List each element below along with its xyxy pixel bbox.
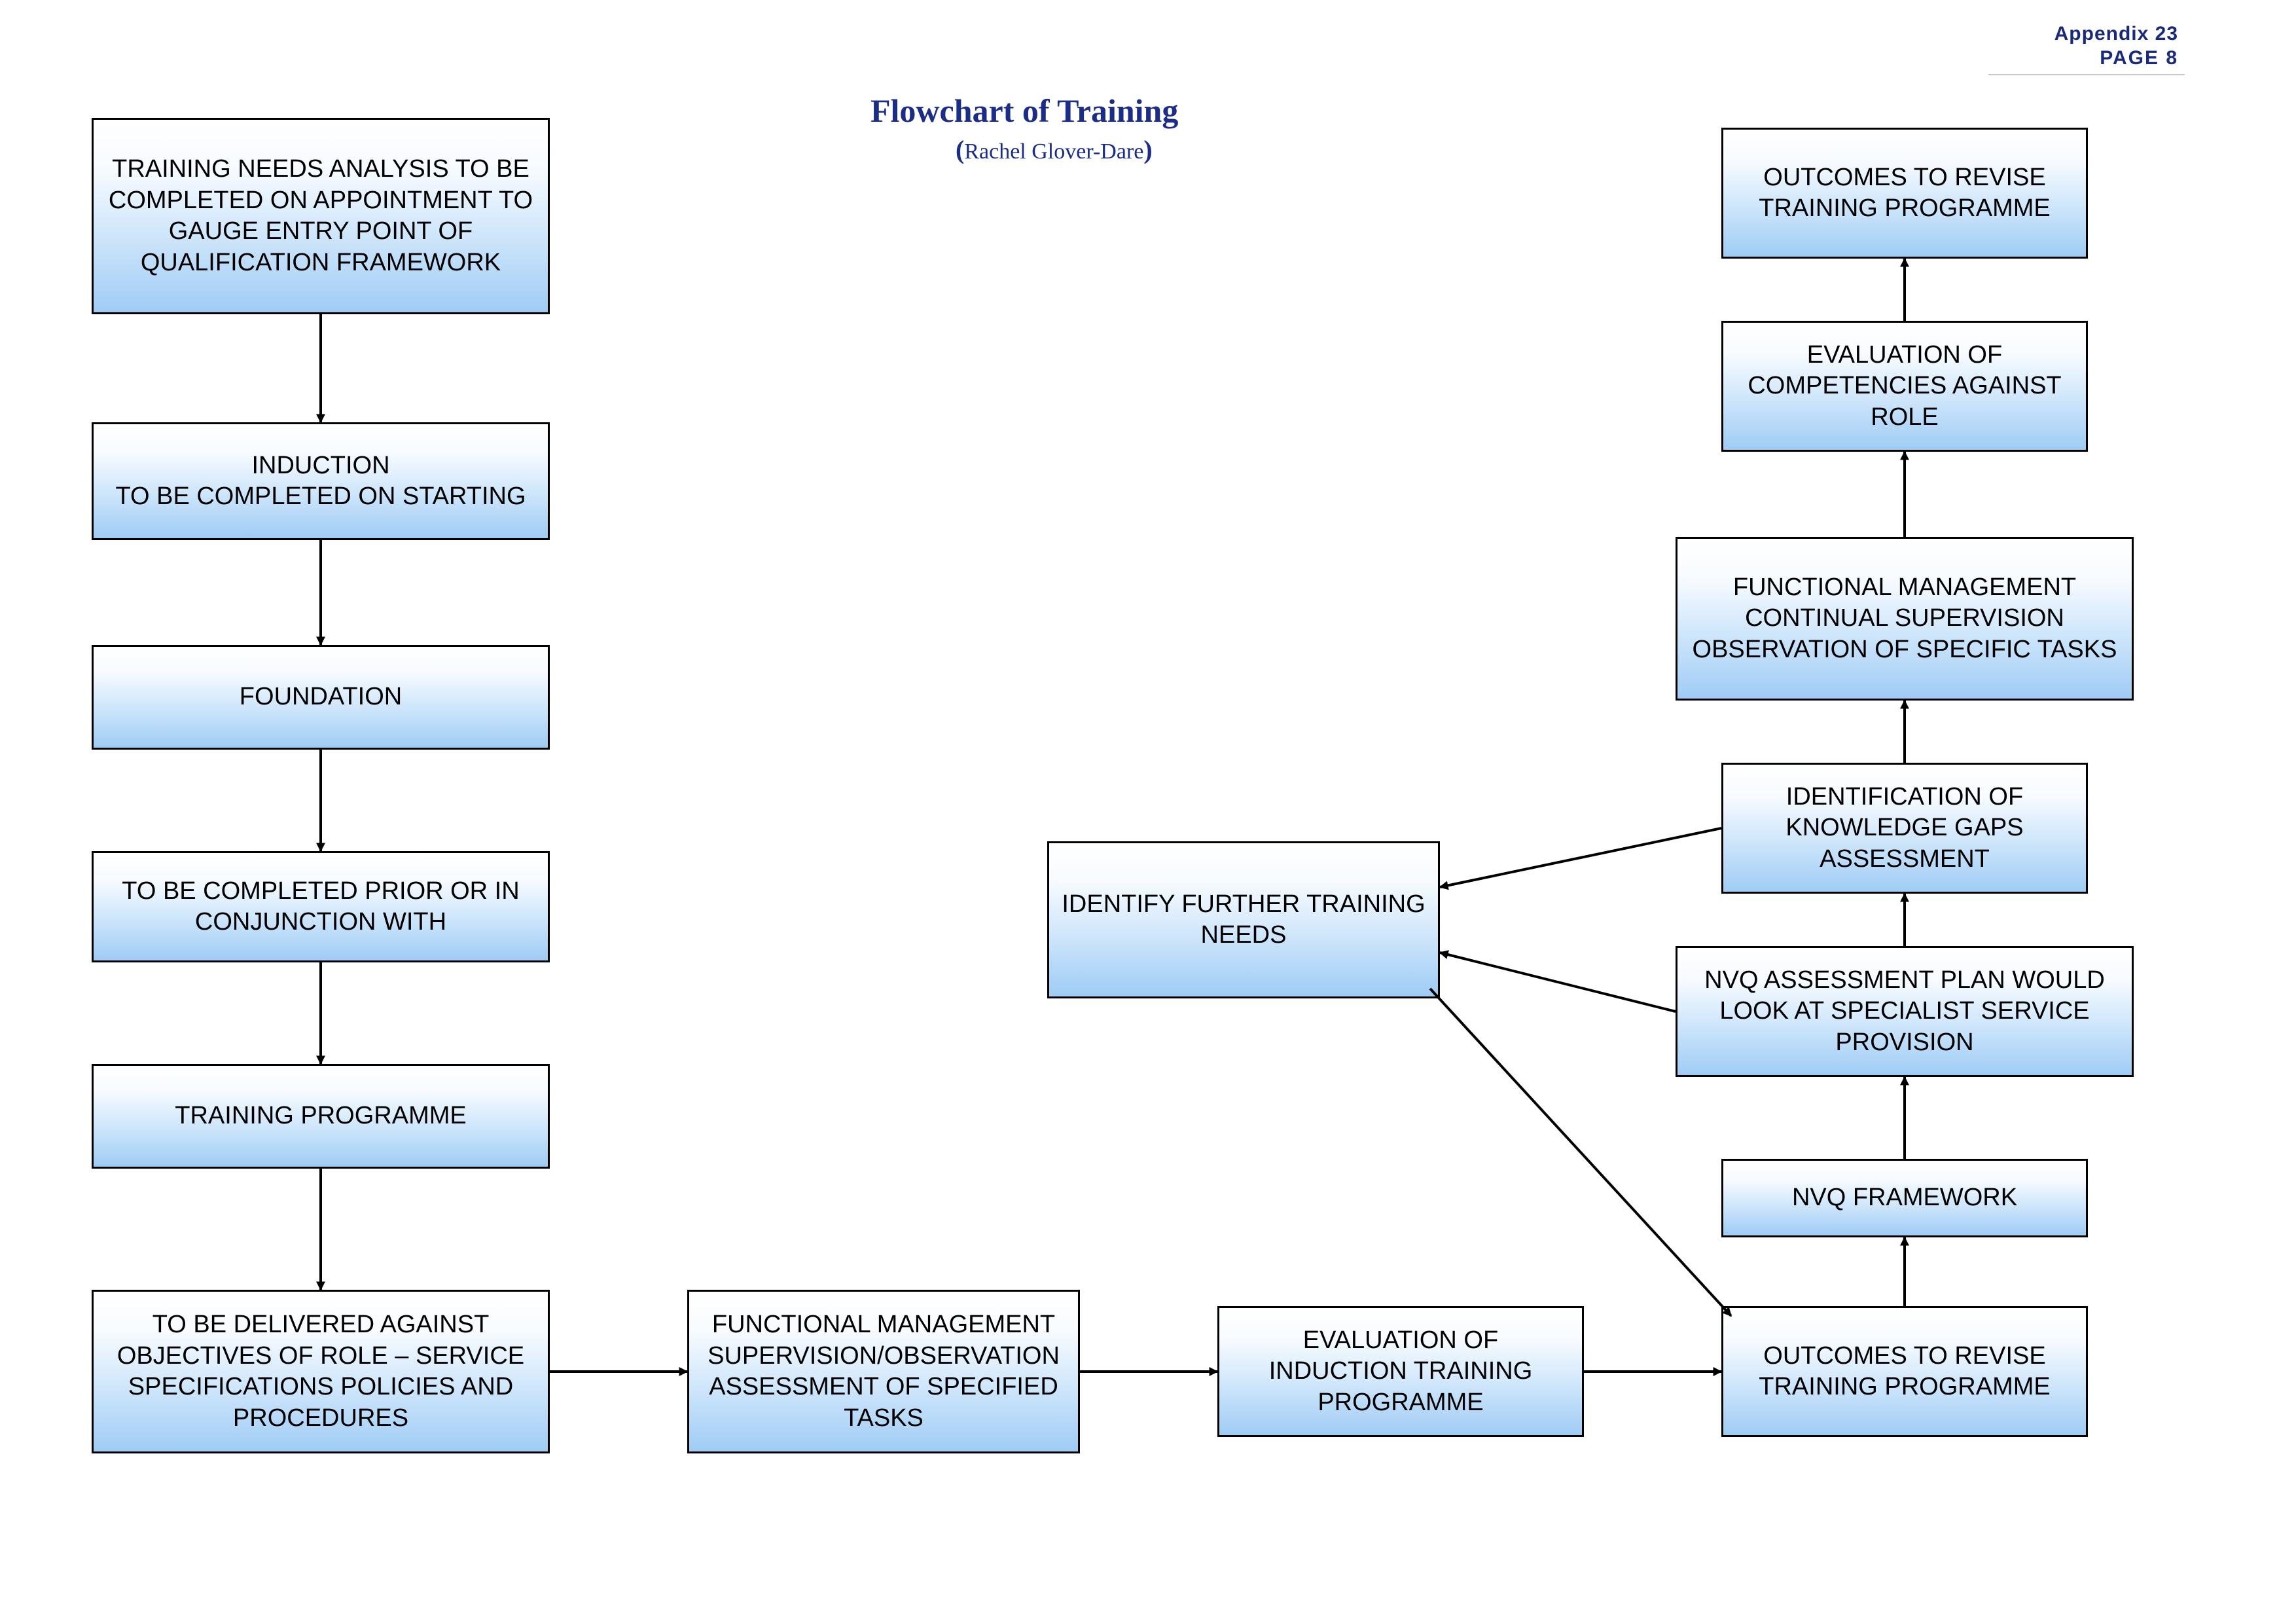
flowchart-node: NVQ FRAMEWORK xyxy=(1721,1159,2088,1237)
flowchart-node: EVALUATION OF COMPETENCIES AGAINST ROLE xyxy=(1721,321,2088,452)
flowchart-node: FUNCTIONAL MANAGEMENT CONTINUAL SUPERVIS… xyxy=(1676,537,2134,701)
flowchart-node: INDUCTIONTO BE COMPLETED ON STARTING xyxy=(92,422,550,540)
subtitle-author: Rachel Glover-Dare xyxy=(964,139,1143,164)
flowchart-node: FUNCTIONAL MANAGEMENT SUPERVISION/OBSERV… xyxy=(687,1290,1080,1453)
flowchart-node: TO BE COMPLETED PRIOR OR IN CONJUNCTION … xyxy=(92,851,550,962)
page: Appendix 23 PAGE 8 Flowchart of Training… xyxy=(0,0,2296,1623)
flowchart-edge xyxy=(1440,828,1721,887)
chart-title: Flowchart of Training xyxy=(870,92,1178,130)
flowchart-node: NVQ ASSESSMENT PLAN WOULD LOOK AT SPECIA… xyxy=(1676,946,2134,1077)
chart-subtitle: (Rachel Glover-Dare) xyxy=(956,134,1153,165)
flowchart-node: FOUNDATION xyxy=(92,645,550,750)
subtitle-paren-open: ( xyxy=(956,135,964,164)
flowchart-node: TO BE DELIVERED AGAINST OBJECTIVES OF RO… xyxy=(92,1290,550,1453)
header-underline xyxy=(1988,74,2185,75)
flowchart-node: IDENTIFICATION OF KNOWLEDGE GAPS ASSESSM… xyxy=(1721,763,2088,894)
header-appendix: Appendix 23 xyxy=(2054,23,2178,45)
flowchart-node: TRAINING NEEDS ANALYSIS TO BE COMPLETED … xyxy=(92,118,550,314)
subtitle-paren-close: ) xyxy=(1143,135,1152,164)
flowchart-node: OUTCOMES TO REVISE TRAINING PROGRAMME xyxy=(1721,1306,2088,1437)
flowchart-node: OUTCOMES TO REVISE TRAINING PROGRAMME xyxy=(1721,128,2088,259)
flowchart-edge xyxy=(1440,953,1676,1012)
flowchart-node: TRAINING PROGRAMME xyxy=(92,1064,550,1169)
flowchart-node: IDENTIFY FURTHER TRAINING NEEDS xyxy=(1047,841,1440,998)
header-page-number: PAGE 8 xyxy=(2100,47,2178,69)
flowchart-node: EVALUATION OF INDUCTION TRAINING PROGRAM… xyxy=(1217,1306,1584,1437)
